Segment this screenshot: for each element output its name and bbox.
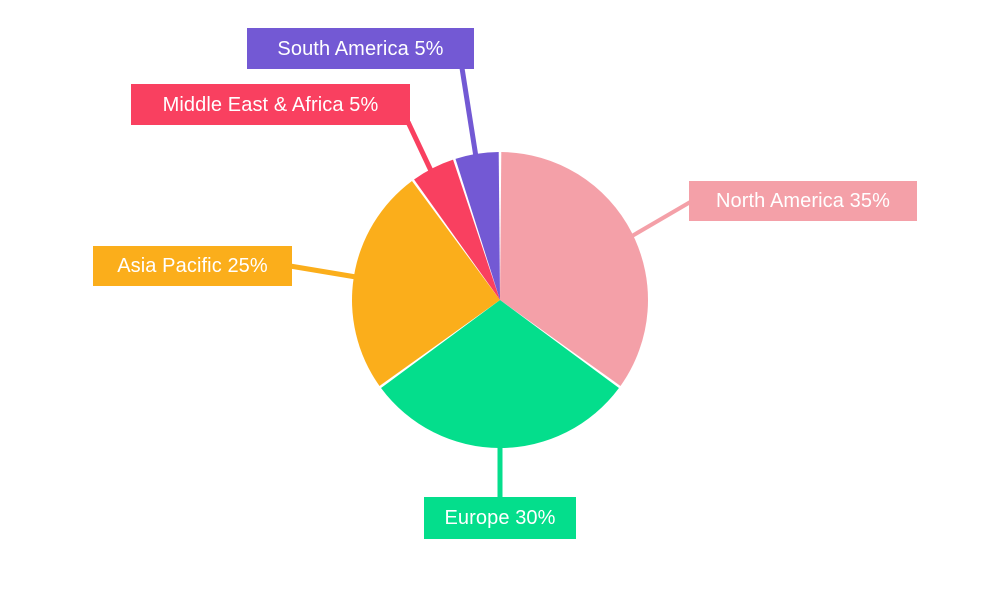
pie-slice-asia-pacific[interactable] xyxy=(352,181,500,386)
leader-line-asia-pacific xyxy=(289,263,357,280)
pie-label-europe-text: Europe 30% xyxy=(444,507,556,529)
pie-slice-europe[interactable] xyxy=(381,300,619,448)
leader-line-north-america xyxy=(630,199,694,238)
pie-label-europe[interactable]: Europe 30% xyxy=(424,497,576,539)
pie-label-asia-pacific-text: Asia Pacific 25% xyxy=(117,255,268,277)
pie-label-middle-east-africa[interactable]: Middle East & Africa 5% xyxy=(131,84,410,125)
leader-lines xyxy=(289,67,694,499)
pie-label-north-america[interactable]: North America 35% xyxy=(689,181,917,221)
pie-slice-north-america[interactable] xyxy=(500,152,648,386)
pie-label-asia-pacific[interactable]: Asia Pacific 25% xyxy=(93,246,292,286)
pie-label-south-america[interactable]: South America 5% xyxy=(247,28,474,69)
pie-label-north-america-text: North America 35% xyxy=(716,190,890,212)
pie-label-south-america-text: South America 5% xyxy=(277,37,444,60)
pie-label-middle-east-africa-text: Middle East & Africa 5% xyxy=(162,93,379,116)
pie-slice-south-america[interactable] xyxy=(455,152,501,300)
leader-line-middle-east-africa xyxy=(405,120,436,177)
leader-line-south-america xyxy=(459,67,479,158)
pie-slice-middle-east-africa[interactable] xyxy=(414,159,500,300)
pie-slices xyxy=(352,152,648,448)
